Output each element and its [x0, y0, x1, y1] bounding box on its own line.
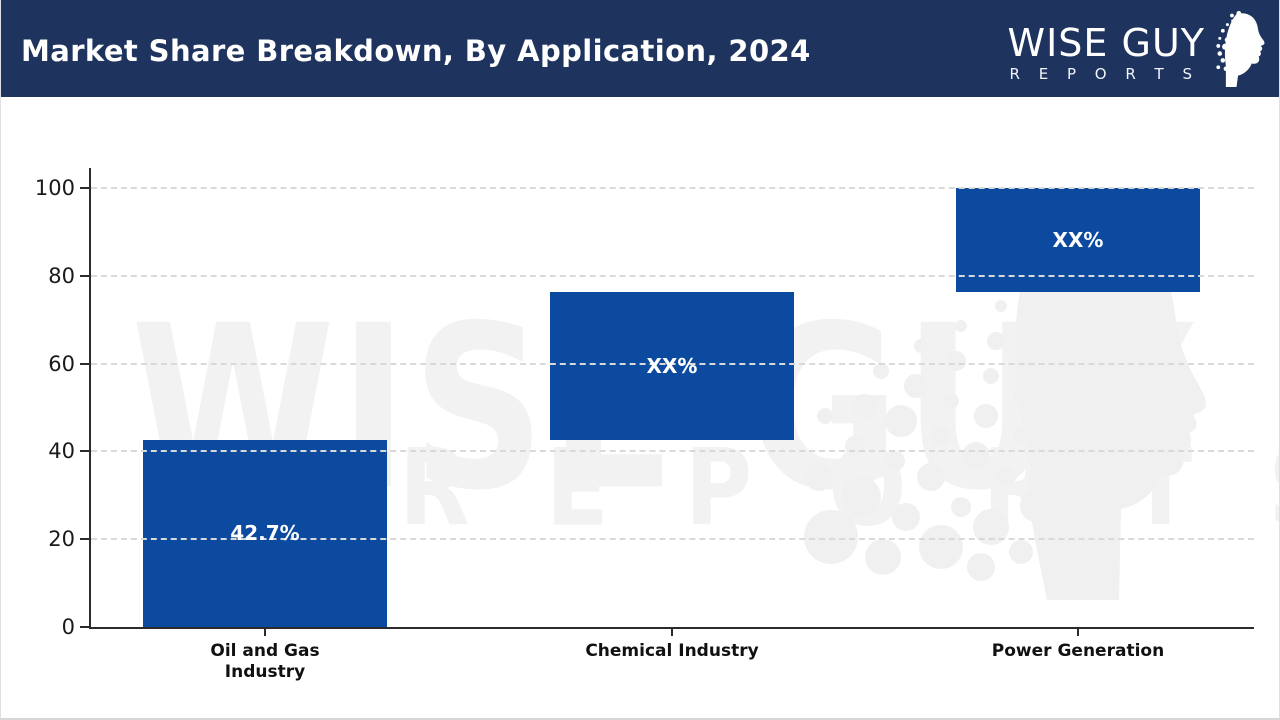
gridline-y-60 [91, 362, 1254, 365]
logo-head-icon [1216, 11, 1265, 88]
y-tick-mark-40 [80, 450, 89, 453]
bar-value-label-power-generation: XX% [1052, 227, 1104, 252]
y-tick-label-20: 20 [48, 527, 75, 552]
bar-value-label-oil-and-gas-industry: 42.7% [230, 521, 300, 546]
y-tick-mark-80 [80, 274, 89, 277]
logo-wordmark: WISE GUY [1007, 21, 1205, 65]
logo-subtitle: R E P O R T S [1009, 65, 1199, 83]
y-axis-spine [89, 168, 91, 629]
y-tick-mark-100 [80, 187, 89, 189]
x-tick-chemical-industry [671, 627, 673, 636]
y-tick-label-40: 40 [48, 439, 75, 464]
category-label-power-generation: Power Generation [991, 641, 1165, 661]
gridline-y-20 [91, 538, 1254, 541]
category-label-chemical-industry: Chemical Industry [585, 641, 759, 661]
gridline-y-80 [91, 274, 1254, 277]
y-tick-mark-60 [80, 362, 89, 365]
y-tick-mark-0 [80, 626, 89, 628]
x-tick-oil-and-gas-industry [264, 627, 266, 636]
bar-value-label-chemical-industry: XX% [646, 353, 698, 378]
x-axis-spine [89, 627, 1254, 629]
logo-text: WISE GUY R E P O R T S [1008, 24, 1205, 83]
gridline-y-100 [91, 187, 1254, 189]
gridline-y-40 [91, 450, 1254, 453]
y-tick-label-80: 80 [48, 263, 75, 288]
y-tick-label-100: 100 [34, 176, 75, 200]
y-tick-label-0: 0 [61, 615, 75, 639]
wiseguy-logo: WISE GUY R E P O R T S [1008, 8, 1273, 90]
y-tick-mark-20 [80, 538, 89, 541]
bar-chemical-industry [550, 291, 794, 440]
header-bar: Market Share Breakdown, By Application, … [1, 0, 1279, 97]
y-tick-label-60: 60 [48, 351, 75, 376]
chart-title: Market Share Breakdown, By Application, … [21, 34, 811, 68]
category-label-oil-and-gas-industry: Oil and Gas Industry [210, 641, 320, 682]
bar-oil-and-gas-industry [143, 439, 387, 627]
x-tick-power-generation [1077, 627, 1079, 636]
